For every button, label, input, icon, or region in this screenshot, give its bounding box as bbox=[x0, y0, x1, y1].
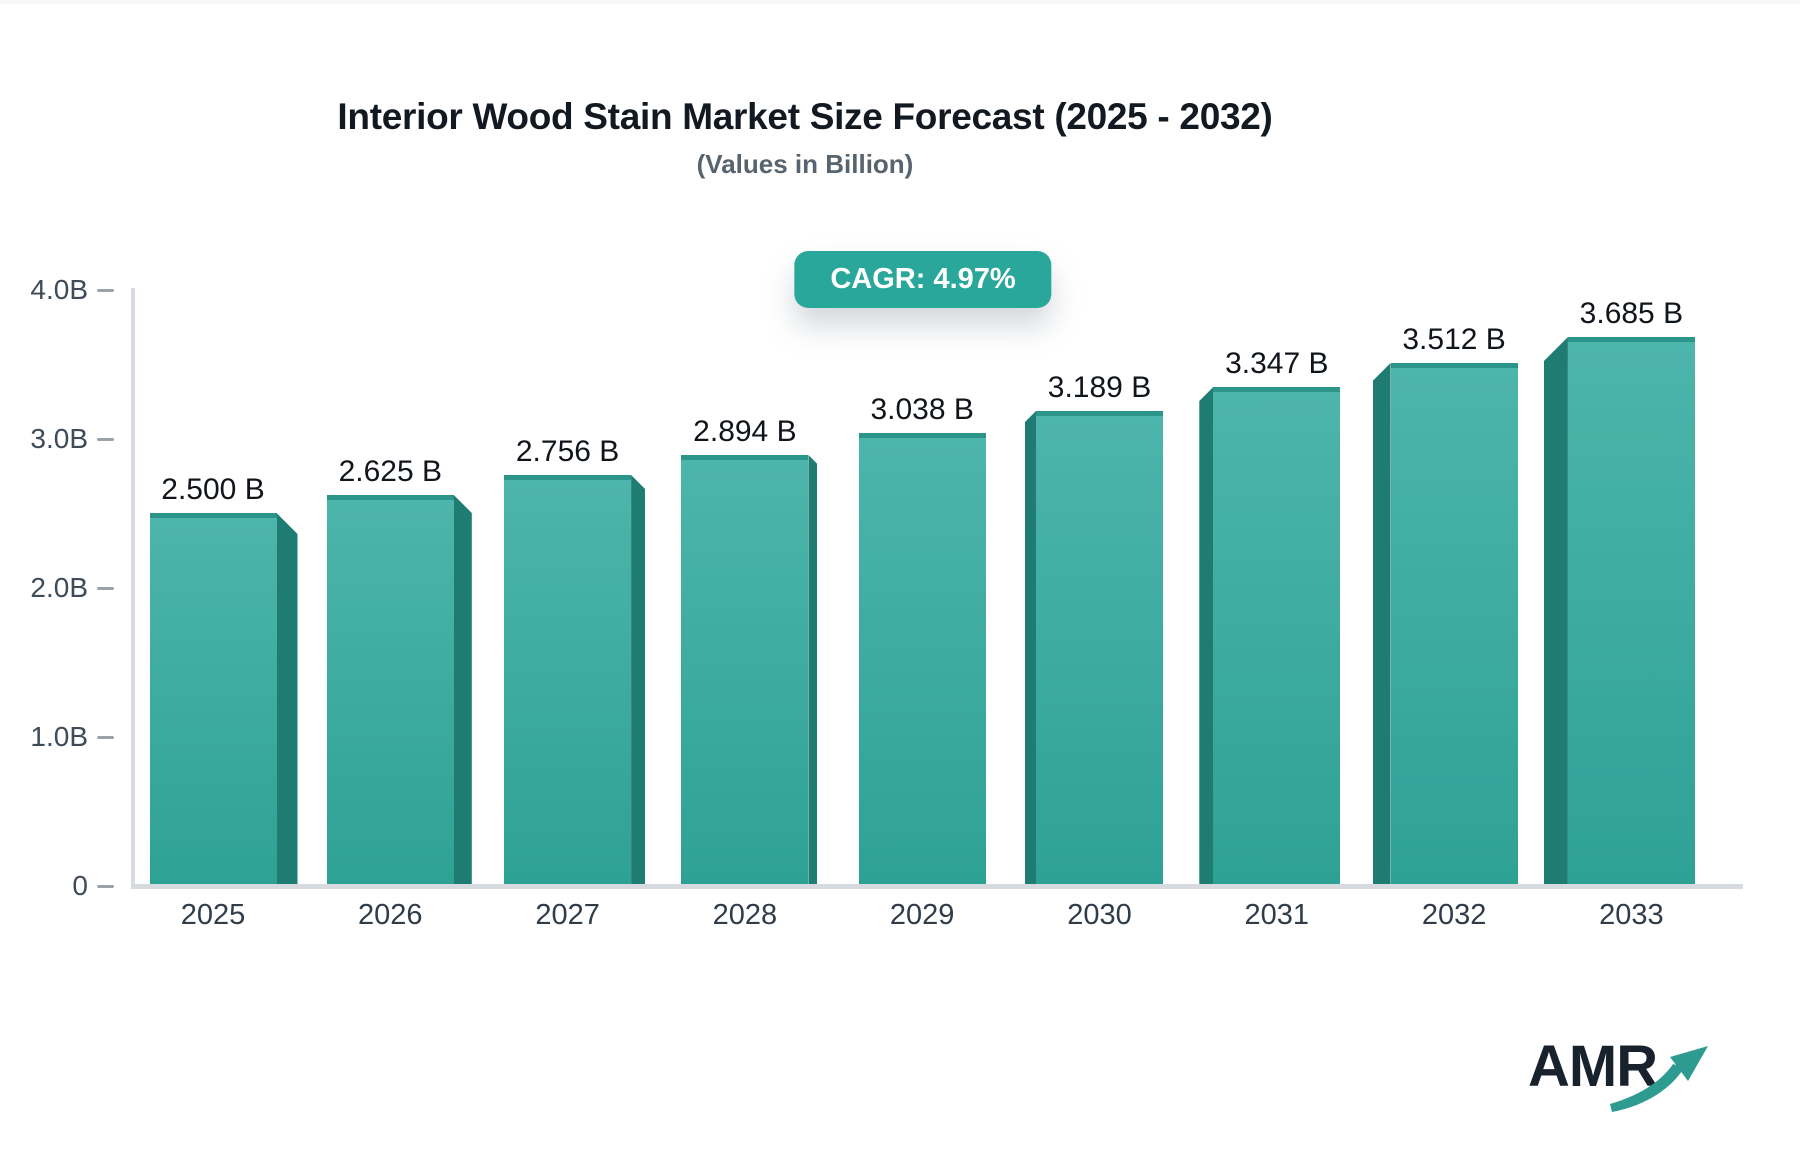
x-axis-label-2032: 2032 bbox=[1421, 899, 1487, 931]
bar-3d-side-2033 bbox=[1543, 337, 1568, 886]
y-axis-label: 1.0B bbox=[30, 721, 88, 752]
chart-title: Interior Wood Stain Market Size Forecast… bbox=[337, 96, 1273, 137]
bar-2027 bbox=[504, 475, 632, 886]
x-axis-label-2033: 2033 bbox=[1599, 899, 1664, 931]
bar-value-label-2030: 3.189 B bbox=[1047, 371, 1152, 404]
bar-3d-side-2031 bbox=[1199, 387, 1214, 886]
y-axis-label: 3.0B bbox=[30, 423, 88, 454]
bar-2031 bbox=[1213, 387, 1341, 886]
bar-2028 bbox=[681, 455, 809, 886]
bar-value-label-2027: 2.756 B bbox=[515, 435, 620, 468]
page-top-strip bbox=[0, 0, 1800, 4]
x-axis-label-2028: 2028 bbox=[712, 899, 778, 931]
chart-subtitle: (Values in Billion) bbox=[696, 149, 914, 179]
amr-logo-text: AMR bbox=[1528, 1034, 1658, 1099]
bar-3d-side-2028 bbox=[808, 455, 818, 886]
bar-value-label-2032: 3.512 B bbox=[1402, 323, 1506, 356]
amr-logo: AMR bbox=[1528, 1036, 1728, 1126]
bar-3d-side-2032 bbox=[1372, 363, 1391, 886]
bar-3d-side-2030 bbox=[1025, 411, 1036, 886]
bar-2030 bbox=[1036, 411, 1163, 886]
y-axis-label: 0 bbox=[72, 870, 88, 901]
bar-3d-side-2025 bbox=[276, 513, 298, 886]
x-axis-label-2031: 2031 bbox=[1244, 899, 1310, 931]
y-axis-tick bbox=[97, 736, 114, 739]
y-axis-tick bbox=[97, 289, 114, 292]
x-axis-label-2026: 2026 bbox=[358, 899, 423, 931]
x-axis-label-2029: 2029 bbox=[889, 899, 955, 931]
bar-value-label-2033: 3.685 B bbox=[1579, 297, 1684, 330]
bar-value-label-2029: 3.038 B bbox=[870, 393, 974, 426]
bar-2025 bbox=[149, 513, 277, 886]
bar-value-label-2026: 2.625 B bbox=[338, 455, 442, 488]
bar-2033 bbox=[1567, 337, 1695, 886]
y-axis-label: 4.0B bbox=[30, 274, 88, 305]
bar-2026 bbox=[326, 495, 454, 886]
y-axis-tick bbox=[97, 885, 114, 888]
y-axis-tick bbox=[97, 438, 114, 441]
y-axis-label: 2.0B bbox=[30, 572, 88, 603]
bar-3d-side-2027 bbox=[631, 475, 646, 886]
bar-value-label-2031: 3.347 B bbox=[1225, 347, 1329, 380]
bar-3d-side-2026 bbox=[453, 495, 472, 886]
bar-2029 bbox=[858, 433, 986, 886]
y-axis-line bbox=[131, 288, 135, 888]
y-axis-tick bbox=[97, 587, 114, 590]
x-axis-label-2030: 2030 bbox=[1067, 899, 1132, 931]
bar-value-label-2028: 2.894 B bbox=[693, 415, 797, 448]
cagr-badge: CAGR: 4.97% bbox=[794, 251, 1052, 308]
x-axis-label-2025: 2025 bbox=[180, 899, 246, 931]
bar-2032 bbox=[1390, 363, 1518, 886]
x-axis-label-2027: 2027 bbox=[535, 899, 600, 931]
growth-arrow-icon bbox=[1610, 1046, 1708, 1112]
bar-value-label-2025: 2.500 B bbox=[161, 473, 265, 506]
x-axis-baseline bbox=[131, 884, 1743, 889]
